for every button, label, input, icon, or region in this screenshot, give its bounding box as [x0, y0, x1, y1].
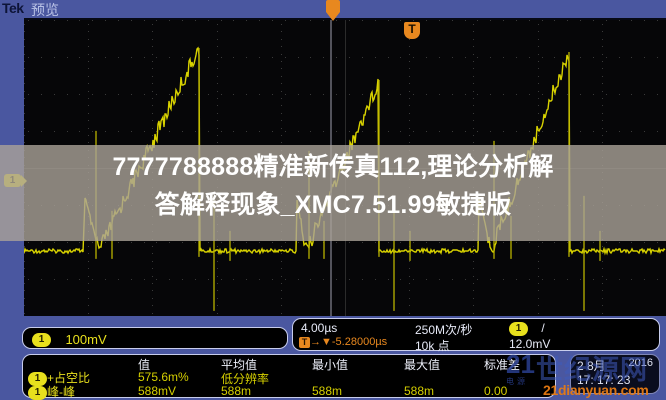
- measurement-header-mean: 平均值: [221, 358, 258, 372]
- overlay-title-line1: 7777788888精准新传真112,理论分析解: [112, 153, 554, 181]
- sample-rate-value: 250M次/秒: [415, 323, 473, 337]
- position-arrow-stem: [326, 0, 340, 12]
- trigger-level-value: 12.0mV: [509, 337, 551, 351]
- preview-label: 预览: [31, 2, 59, 18]
- horizontal-trigger-readout[interactable]: 4.00µs T →▼-5.28000µs 250M次/秒 10k 点 1 / 1…: [292, 318, 660, 353]
- record-length-value: 10k 点: [415, 339, 450, 353]
- measurement-header-stdev: 标准差: [484, 358, 521, 372]
- trigger-position-marker[interactable]: T: [404, 22, 420, 39]
- measurement-header-min: 最小值: [312, 358, 349, 372]
- clock-date: 2 8月: [577, 359, 606, 373]
- position-arrow-tip: [326, 12, 340, 21]
- measurement-table[interactable]: 值 平均值 最小值 最大值 标准差 1 +占空比 575.6m% 低分辨率 1 峰-…: [22, 354, 556, 400]
- channel1-scale-value: 100mV: [65, 332, 107, 348]
- row2-channel-badge: 1: [28, 385, 47, 400]
- row2-max: 588m: [404, 384, 435, 398]
- row2-mean: 588m: [221, 384, 252, 398]
- trigger-delay-value: -5.28000µs: [331, 336, 388, 348]
- trigger-delay-arrow-icon: →▼: [310, 336, 332, 348]
- trigger-source-group: 1 /: [509, 321, 545, 336]
- clock-readout[interactable]: 2 8月 2016 17: 17: 23: [570, 354, 660, 394]
- channel1-scale-readout[interactable]: 1 100mV: [22, 327, 288, 349]
- row2-label: 峰-峰: [47, 385, 75, 399]
- row1-mean: 低分辨率: [221, 372, 270, 386]
- timebase-value: 4.00µs: [301, 321, 338, 335]
- title-overlay-band: [0, 145, 666, 241]
- channel1-scale-inner: 1 100mV: [32, 331, 107, 349]
- measurement-header-max: 最大值: [404, 358, 441, 372]
- overlay-title-line2: 答解释现象_XMC7.51.99敏捷版: [154, 191, 512, 219]
- channel1-badge: 1: [32, 332, 51, 347]
- row2-min: 588m: [312, 384, 343, 398]
- bottom-readout-area: 1 100mV 4.00µs T →▼-5.28000µs 250M次/秒 10k…: [0, 316, 666, 400]
- row1-channel-badge: 1: [28, 371, 47, 386]
- trigger-delay-group: T →▼-5.28000µs: [299, 336, 387, 348]
- measurement-header-value: 值: [138, 358, 151, 372]
- trigger-channel-badge: 1: [509, 321, 528, 336]
- table-row[interactable]: 1 +占空比: [28, 369, 90, 386]
- trigger-slope-icon: /: [541, 321, 545, 335]
- trigger-delay-marker-icon: T: [299, 336, 310, 348]
- clock-time: 17: 17: 23: [577, 373, 631, 387]
- row1-value: 575.6m%: [138, 370, 189, 384]
- position-arrow-marker[interactable]: [326, 0, 340, 21]
- table-row[interactable]: 1 峰-峰: [28, 383, 75, 400]
- row2-value: 588mV: [138, 384, 177, 398]
- overlay-title: 7777788888精准新传真112,理论分析解 答解释现象_XMC7.51.9…: [0, 148, 666, 224]
- row2-stdev: 0.00: [484, 384, 508, 398]
- clock-year: 2016: [628, 357, 653, 369]
- tek-logo: Tek: [2, 0, 24, 16]
- row1-label: +占空比: [47, 371, 91, 385]
